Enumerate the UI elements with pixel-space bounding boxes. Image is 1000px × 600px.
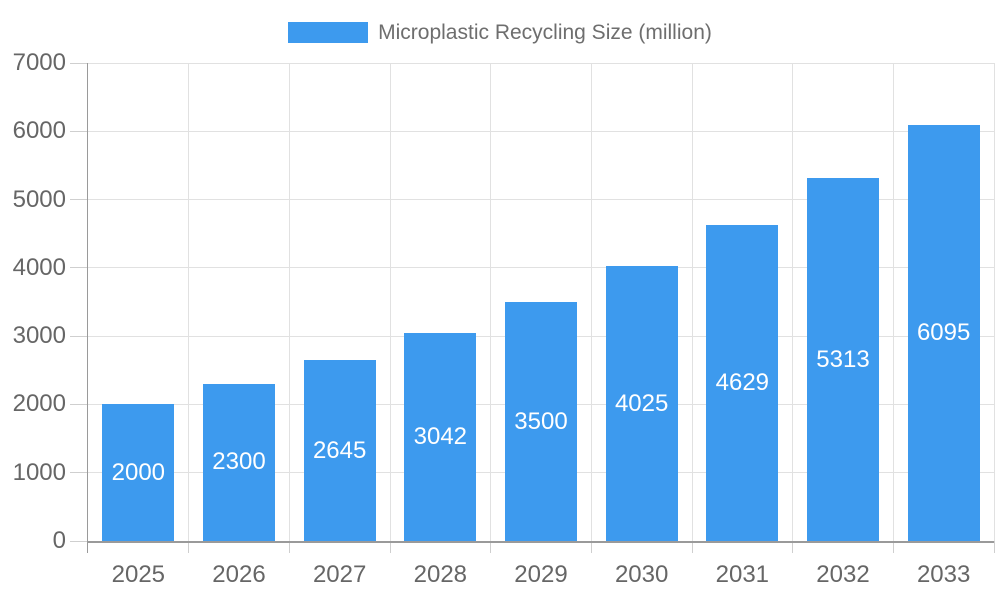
x-gridline	[892, 63, 894, 541]
x-gridline	[691, 63, 693, 541]
x-gridline	[188, 63, 190, 541]
y-tick-label: 6000	[12, 117, 66, 145]
x-tick-mark	[792, 541, 794, 553]
x-axis-line	[88, 541, 994, 543]
x-gridline	[288, 63, 290, 541]
x-gridline	[590, 63, 592, 541]
bar-value-label: 3500	[514, 407, 568, 435]
x-axis-label: 2031	[715, 561, 770, 588]
x-axis-label: 2028	[413, 561, 468, 588]
x-axis-label: 2033	[916, 561, 971, 588]
x-tick-mark	[188, 541, 190, 553]
bar-2027[interactable]	[303, 360, 376, 541]
bar-2026[interactable]	[203, 383, 275, 541]
x-gridline	[490, 63, 492, 541]
x-gridline	[389, 63, 391, 541]
bar-value-label: 2645	[312, 436, 367, 464]
y-gridline	[88, 199, 994, 201]
y-tick-mark	[70, 267, 88, 269]
y-tick-mark	[70, 335, 88, 337]
y-tick-label: 2000	[12, 390, 66, 418]
bar-value-label: 6095	[916, 318, 971, 346]
bar-2025[interactable]	[102, 404, 175, 541]
y-gridline	[88, 130, 994, 132]
x-axis-label: 2029	[514, 561, 568, 588]
y-tick-label: 4000	[12, 253, 66, 281]
y-tick-label: 5000	[12, 185, 66, 213]
y-tick-mark	[70, 130, 88, 132]
x-tick-mark	[389, 541, 391, 553]
bar-2032[interactable]	[807, 178, 879, 541]
bar-2033[interactable]	[907, 124, 980, 541]
x-axis-label: 2027	[312, 561, 367, 588]
x-tick-mark	[490, 541, 492, 553]
y-tick-label: 0	[52, 527, 66, 554]
legend-swatch	[288, 21, 369, 43]
bar-value-label: 5313	[816, 345, 870, 373]
x-tick-mark	[288, 541, 290, 553]
x-axis-label: 2026	[212, 561, 266, 588]
x-tick-mark	[691, 541, 693, 553]
bar-2029[interactable]	[505, 302, 577, 541]
bar-2028[interactable]	[404, 333, 477, 541]
y-tick-mark	[70, 403, 88, 405]
y-tick-label: 7000	[12, 49, 66, 76]
y-tick-mark	[70, 472, 88, 474]
x-tick-mark	[590, 541, 592, 553]
y-gridline	[88, 62, 994, 64]
x-axis-label: 2030	[614, 561, 669, 588]
bar-value-label: 4025	[614, 389, 669, 417]
x-tick-mark	[892, 541, 894, 553]
x-axis-label: 2025	[111, 561, 166, 588]
x-tick-mark	[993, 541, 995, 553]
bar-value-label: 3042	[413, 423, 468, 451]
bar-2030[interactable]	[605, 266, 678, 541]
x-gridline	[792, 63, 794, 541]
y-gridline	[88, 267, 994, 269]
legend-label: Microplastic Recycling Size (million)	[378, 20, 712, 44]
y-axis-line	[87, 63, 88, 553]
y-tick-label: 3000	[12, 322, 66, 350]
y-tick-mark	[70, 199, 88, 201]
bar-value-label: 2300	[212, 448, 266, 476]
x-gridline	[993, 63, 995, 541]
bar-value-label: 4629	[715, 368, 770, 396]
bar-2031[interactable]	[706, 224, 779, 541]
x-axis-label: 2032	[816, 561, 870, 588]
y-tick-mark	[70, 62, 88, 64]
y-tick-mark	[70, 540, 88, 542]
y-tick-label: 1000	[12, 458, 66, 486]
legend-item[interactable]: Microplastic Recycling Size (million)	[0, 14, 1000, 50]
bar-value-label: 2000	[111, 458, 166, 486]
